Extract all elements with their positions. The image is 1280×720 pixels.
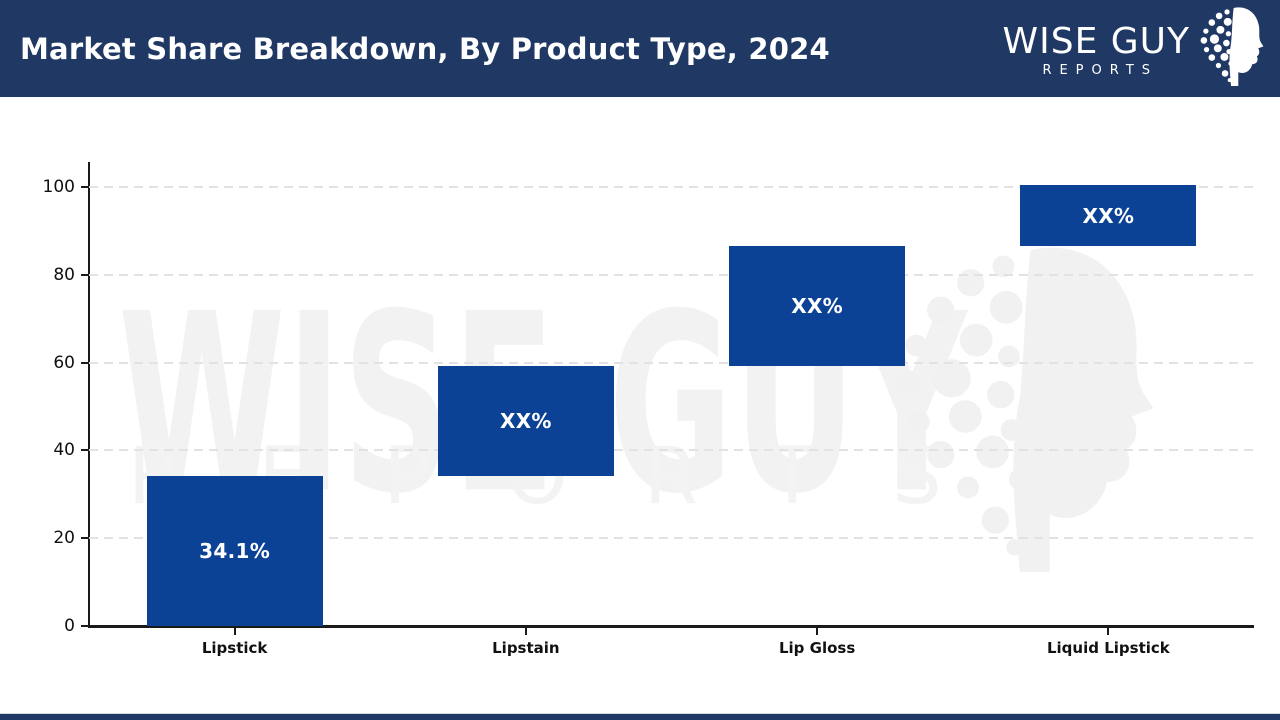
gridline-40 — [89, 449, 1254, 452]
y-tick-label: 60 — [53, 352, 75, 373]
y-tick-mark — [81, 449, 89, 452]
y-tick-mark — [81, 537, 89, 540]
x-category-label: Liquid Lipstick — [1046, 639, 1170, 657]
y-tick-label: 20 — [53, 528, 75, 549]
y-axis-spine — [88, 162, 90, 627]
y-tick-mark — [81, 625, 89, 627]
x-tick-mark — [1107, 628, 1110, 635]
y-tick-label: 0 — [64, 616, 75, 636]
y-tick-mark — [81, 186, 89, 188]
x-tick-mark — [816, 628, 819, 635]
bar-liquid-lipstick: XX% — [1020, 185, 1197, 246]
page-title: Market Share Breakdown, By Product Type,… — [20, 31, 830, 66]
x-tick-mark — [233, 628, 236, 635]
bar-lipstick: 34.1% — [146, 476, 323, 626]
bar-value-label: 34.1% — [199, 539, 271, 564]
gridline-80 — [89, 273, 1254, 276]
x-category-label: Lip Gloss — [778, 639, 856, 657]
bar-value-label: XX% — [1082, 203, 1135, 228]
bar-lipstain: XX% — [437, 365, 614, 477]
bar-value-label: XX% — [499, 408, 552, 433]
y-tick-label: 40 — [53, 440, 75, 461]
x-tick-mark — [524, 628, 527, 635]
gridline-60 — [89, 361, 1254, 364]
header-bar: Market Share Breakdown, By Product Type,… — [0, 0, 1280, 97]
gridline-100 — [89, 186, 1254, 188]
x-axis-spine — [88, 625, 1254, 628]
y-tick-label: 100 — [42, 177, 75, 197]
gridline-20 — [89, 537, 1254, 540]
y-tick-mark — [81, 273, 89, 276]
x-category-label: Lipstick — [201, 639, 268, 657]
wiseguy-logo: WISE GUY REPORTS — [1003, 4, 1273, 90]
footer-bar — [0, 713, 1280, 720]
logo-name-text: WISE GUY — [1002, 21, 1190, 62]
logo-wordmark: WISE GUY REPORTS — [1002, 21, 1191, 79]
x-category-label: Lipstain — [492, 639, 560, 657]
bar-value-label: XX% — [791, 293, 844, 318]
logo-sub-text: REPORTS — [1042, 63, 1159, 78]
bar-lip-gloss: XX% — [729, 245, 906, 366]
y-tick-label: 80 — [53, 264, 75, 285]
y-tick-mark — [81, 361, 89, 364]
